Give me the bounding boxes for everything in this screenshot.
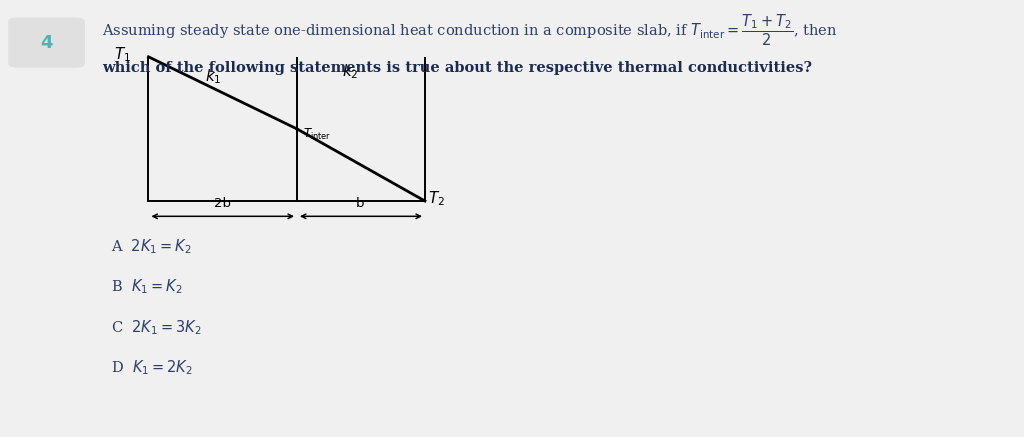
Text: B  $K_1 = K_2$: B $K_1 = K_2$: [111, 278, 182, 296]
Text: C  $2K_1 = 3K_2$: C $2K_1 = 3K_2$: [111, 318, 201, 336]
Text: Assuming steady state one-dimensional heat conduction in a composite slab, if $T: Assuming steady state one-dimensional he…: [102, 13, 838, 48]
Text: b: b: [356, 197, 365, 210]
Text: which of the following statements is true about the respective thermal conductiv: which of the following statements is tru…: [102, 61, 812, 75]
Text: $T_\mathrm{inter}$: $T_\mathrm{inter}$: [303, 127, 332, 142]
Text: $k_1$: $k_1$: [205, 67, 221, 86]
Text: 2b: 2b: [214, 197, 230, 210]
Text: $T_1$: $T_1$: [114, 45, 131, 64]
Text: A  $2K_1 = K_2$: A $2K_1 = K_2$: [111, 238, 191, 256]
FancyBboxPatch shape: [8, 17, 85, 68]
Text: D  $K_1 = 2K_2$: D $K_1 = 2K_2$: [111, 358, 193, 377]
Text: $T_2$: $T_2$: [428, 190, 445, 208]
Text: 4: 4: [40, 34, 52, 52]
Text: $k_2$: $k_2$: [342, 63, 358, 81]
